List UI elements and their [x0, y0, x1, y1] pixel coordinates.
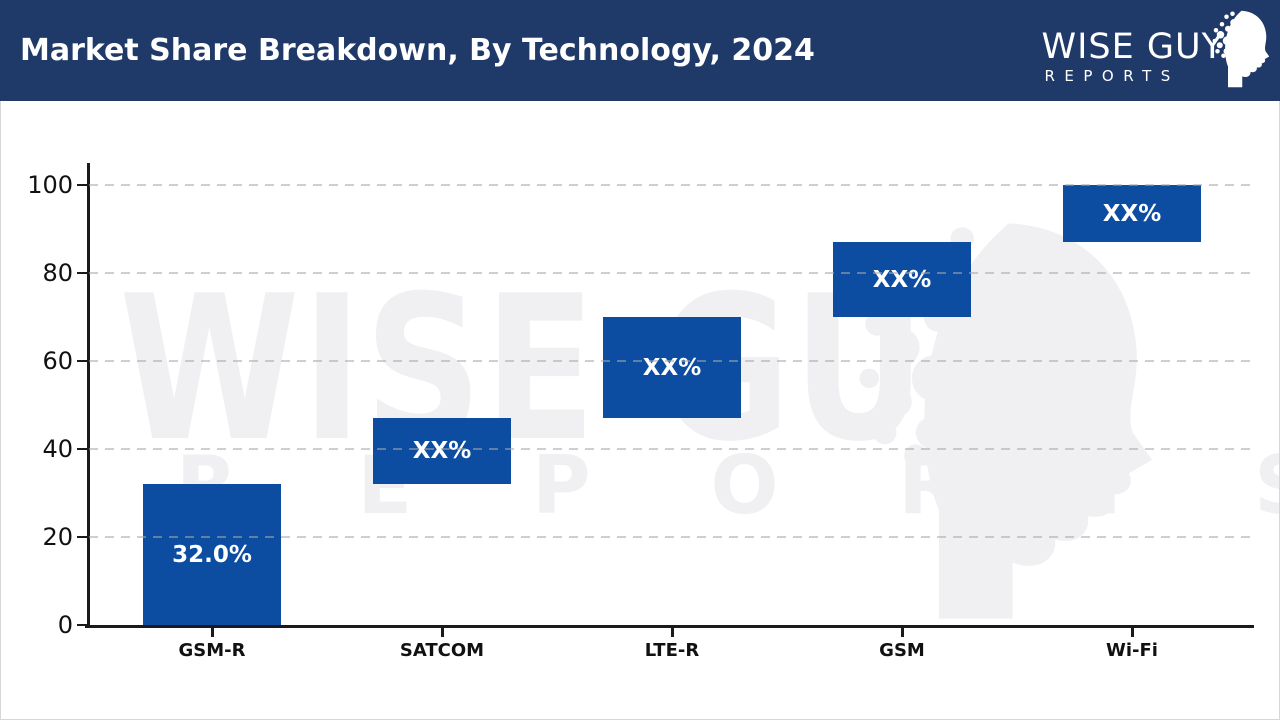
bar-gsm: XX% — [833, 242, 971, 317]
x-axis-category-label: LTE-R — [644, 640, 700, 661]
head-profile-dots-icon — [1212, 10, 1270, 88]
y-tick-20 — [77, 536, 89, 538]
header-bar: Market Share Breakdown, By Technology, 2… — [0, 0, 1280, 101]
y-tick-label: 0 — [57, 611, 73, 639]
logo-wordmark: WISE GUY REPORTS — [1041, 28, 1224, 85]
y-tick-label: 60 — [42, 347, 73, 375]
y-axis-line — [87, 163, 90, 628]
x-tick-1 — [211, 628, 214, 637]
x-axis-category-label: Wi-Fi — [1106, 640, 1158, 661]
y-tick-80 — [77, 272, 89, 274]
bar-wi-fi: XX% — [1063, 185, 1201, 243]
logo-wordmark-line2: REPORTS — [1044, 66, 1180, 85]
bar-value-label: 32.0% — [172, 541, 252, 568]
logo-wordmark-line1: WISE GUY — [1041, 26, 1224, 67]
bar-value-label: XX% — [642, 354, 702, 381]
x-tick-4 — [901, 628, 904, 637]
y-tick-40 — [77, 448, 89, 450]
bar-value-label: XX% — [1102, 200, 1162, 227]
brand-logo: WISE GUY REPORTS — [1041, 7, 1270, 91]
x-tick-5 — [1131, 628, 1134, 637]
y-tick-label: 40 — [42, 435, 73, 463]
x-axis-category-label: GSM-R — [178, 640, 246, 661]
page-title: Market Share Breakdown, By Technology, 2… — [20, 33, 815, 68]
x-axis-category-label: SATCOM — [399, 640, 485, 661]
x-axis-category-label: GSM — [879, 640, 925, 661]
x-axis-line — [85, 625, 1254, 628]
y-tick-100 — [77, 184, 89, 186]
bar-value-label: XX% — [412, 438, 472, 465]
bar-value-label: XX% — [872, 266, 932, 293]
x-tick-2 — [441, 628, 444, 637]
y-tick-0 — [77, 624, 89, 626]
bar-lte-r: XX% — [603, 317, 741, 419]
y-tick-60 — [77, 360, 89, 362]
bar-gsm-r: 32.0% — [143, 484, 281, 625]
y-tick-label: 80 — [42, 259, 73, 287]
bar-satcom: XX% — [373, 418, 511, 485]
x-tick-3 — [671, 628, 674, 637]
y-tick-label: 100 — [27, 171, 73, 199]
chart-area: WISE GUY R E P O R T S 0 20 40 60 80 100 32.0%… — [0, 101, 1280, 720]
y-tick-label: 20 — [42, 523, 73, 551]
